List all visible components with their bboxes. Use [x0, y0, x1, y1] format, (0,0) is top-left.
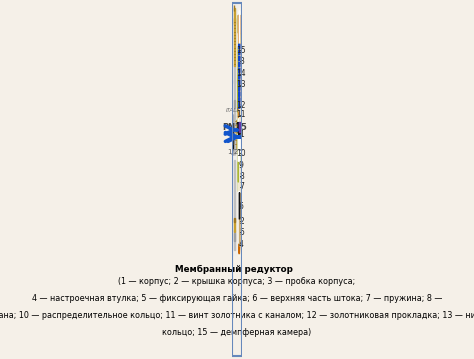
Text: (1 — корпус; 2 — крышка корпуса; 3 — пробка корпуса;: (1 — корпус; 2 — крышка корпуса; 3 — про… — [118, 277, 356, 286]
Text: 14: 14 — [237, 69, 246, 78]
Text: 1: 1 — [239, 130, 244, 139]
Bar — [234, 20, 235, 66]
Text: PN25: PN25 — [222, 123, 247, 132]
Bar — [234, 65, 235, 83]
Polygon shape — [233, 115, 234, 155]
Text: 10: 10 — [237, 149, 246, 158]
Polygon shape — [238, 15, 240, 246]
Text: 3: 3 — [239, 57, 244, 66]
Text: 12: 12 — [237, 102, 246, 111]
Polygon shape — [238, 107, 240, 117]
Text: 2: 2 — [239, 217, 244, 226]
Text: 8: 8 — [239, 172, 244, 181]
Text: 5: 5 — [239, 228, 244, 237]
Bar — [234, 80, 235, 117]
Bar — [232, 5, 237, 255]
Bar — [234, 218, 235, 222]
Text: 7: 7 — [239, 182, 244, 191]
Polygon shape — [239, 122, 240, 135]
Polygon shape — [238, 112, 240, 246]
Bar — [239, 43, 240, 112]
Polygon shape — [238, 162, 240, 191]
Text: 1/2": 1/2" — [228, 149, 242, 155]
Text: 4 — настроечная втулка; 5 — фиксирующая гайка; 6 — верхняя часть штока; 7 — пруж: 4 — настроечная втулка; 5 — фиксирующая … — [32, 294, 442, 303]
Bar — [239, 107, 240, 122]
Text: 9: 9 — [239, 161, 244, 170]
Text: Мембранный редуктор: Мембранный редуктор — [175, 265, 293, 274]
Polygon shape — [239, 191, 240, 253]
Bar — [234, 233, 235, 241]
Bar — [234, 100, 235, 108]
Bar — [234, 220, 235, 232]
Text: ITALIA: ITALIA — [226, 107, 243, 112]
Text: 13: 13 — [237, 80, 246, 89]
Text: 4: 4 — [239, 240, 244, 250]
Text: 15: 15 — [237, 46, 246, 55]
Polygon shape — [238, 48, 240, 112]
Text: кольцо; 15 — демпферная камера): кольцо; 15 — демпферная камера) — [163, 328, 311, 337]
Polygon shape — [233, 115, 236, 155]
Bar — [234, 18, 235, 24]
Polygon shape — [238, 162, 240, 191]
Bar — [234, 160, 235, 220]
Polygon shape — [238, 122, 239, 135]
Text: цилиндрическая часть штока; 9 — мембрана; 10 — распределительное кольцо; 11 — ви: цилиндрическая часть штока; 9 — мембрана… — [0, 311, 474, 320]
Bar — [234, 230, 235, 250]
Bar — [237, 8, 241, 256]
Text: 11: 11 — [237, 110, 246, 119]
Text: 6: 6 — [239, 202, 244, 211]
